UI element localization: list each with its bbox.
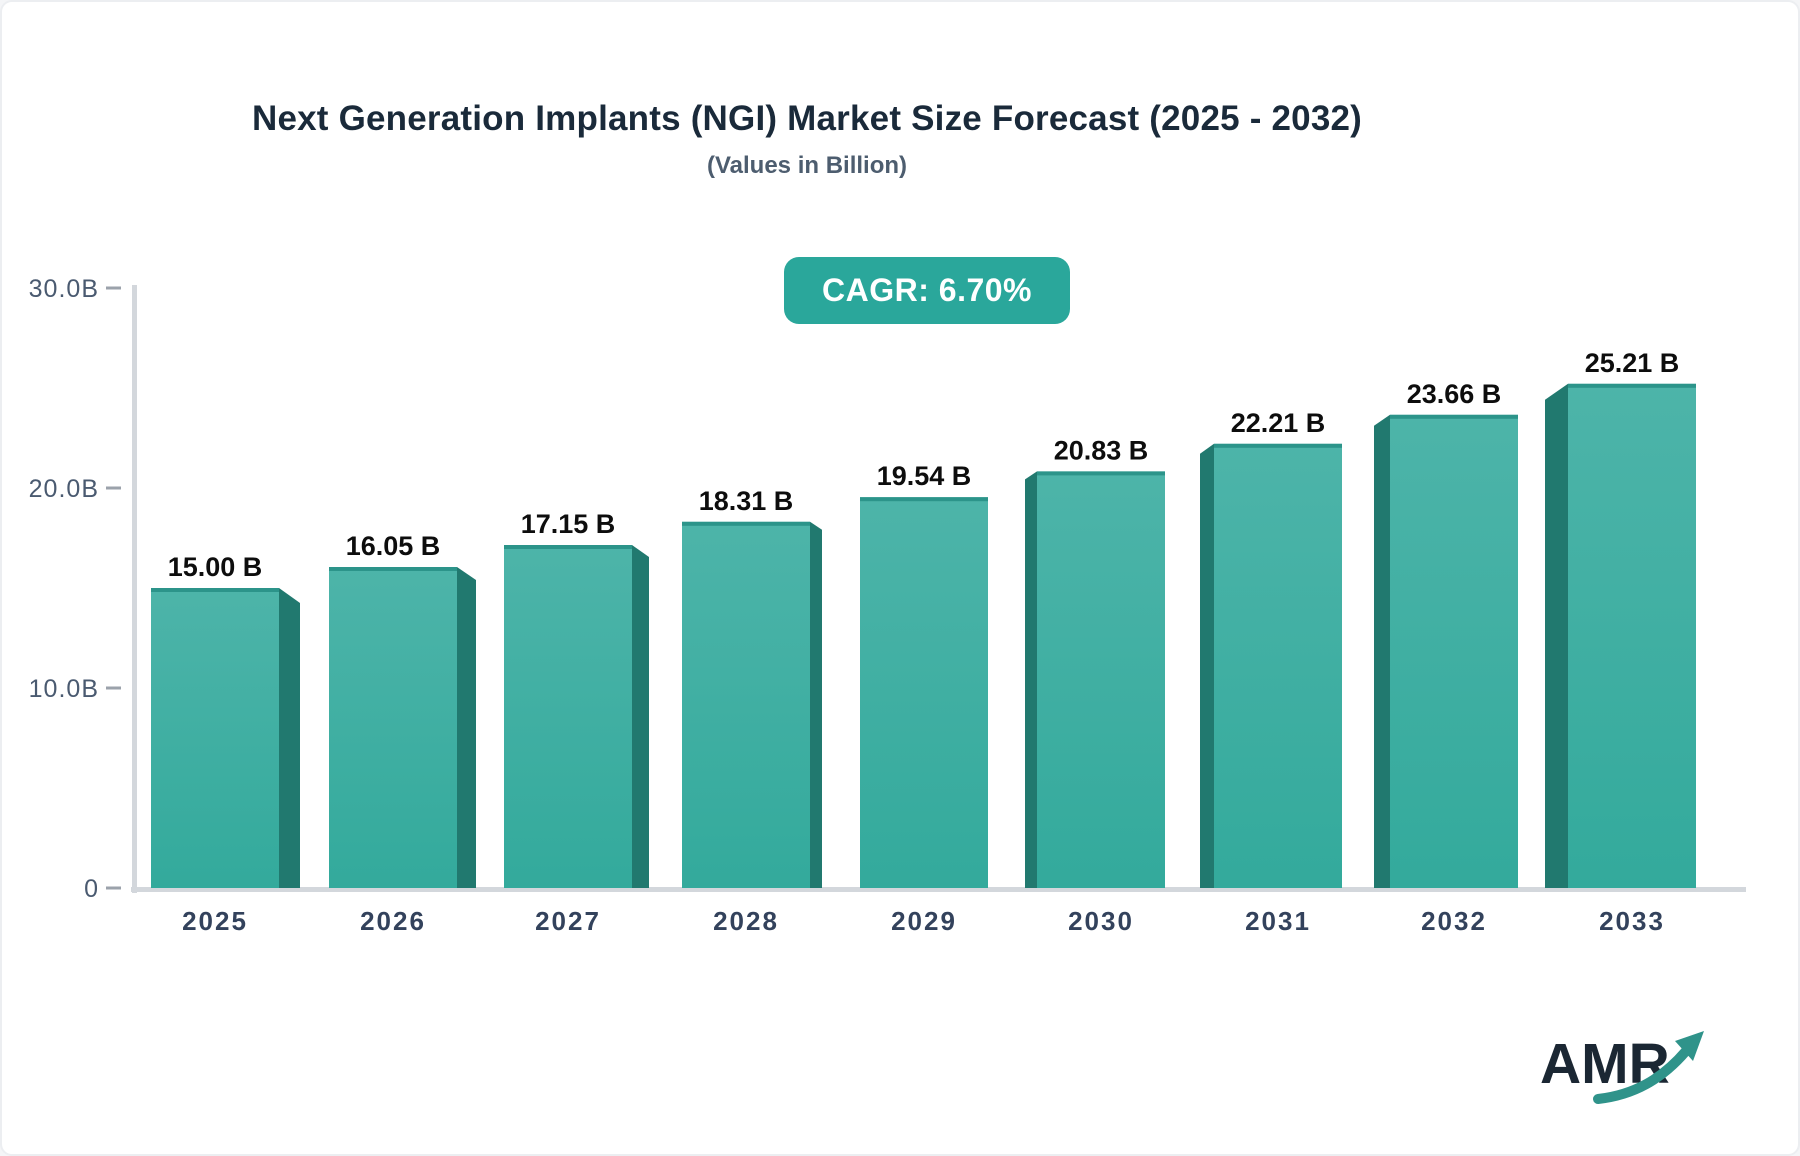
bar-2027 [504,545,632,888]
value-label-2025: 15.00 B [168,552,263,582]
bar-top-edge-2030 [1037,471,1165,476]
value-label-2032: 23.66 B [1407,379,1502,409]
chart-title: Next Generation Implants (NGI) Market Si… [251,99,1363,138]
y-tick-label: 30.0B [29,275,99,303]
bar-2025 [151,588,279,888]
bar-2026 [329,567,457,888]
bar-side-face-2030 [1025,471,1037,888]
value-label-2028: 18.31 B [699,486,794,516]
amr-logo-arrowhead [1675,1031,1704,1061]
bar-2033 [1568,383,1696,888]
bar-2028 [682,521,810,888]
chart-subtitle: (Values in Billion) [706,152,908,179]
value-label-2033: 25.21 B [1585,348,1680,378]
bar-top-edge-2033 [1568,383,1696,388]
x-axis-label-2032: 2032 [1421,906,1487,936]
bar-2031 [1214,443,1342,888]
bar-side-face-2025 [279,588,300,888]
bar-side-face-2027 [632,545,649,888]
amr-logo-arrow [1593,1046,1691,1104]
bar-2032 [1390,414,1518,888]
bar-side-face-2033 [1545,383,1568,888]
bar-top-edge-2028 [682,521,810,526]
x-axis-label-2029: 2029 [891,906,957,936]
y-tick-label: 10.0B [29,675,99,703]
bar-side-face-2031 [1200,443,1214,888]
bar-side-face-2028 [810,521,822,888]
y-tick-label: 20.0B [29,475,99,503]
amr-logo: AMR [1540,1031,1704,1104]
value-label-2027: 17.15 B [521,509,616,539]
x-axis-label-2030: 2030 [1068,906,1134,936]
y-tick-label: 0 [84,875,99,903]
bar-2030 [1037,471,1165,888]
x-axis-label-2026: 2026 [360,906,426,936]
x-axis-label-2027: 2027 [535,906,601,936]
cagr-badge: CAGR: 6.70% [784,257,1070,324]
x-axis-label-2025: 2025 [182,906,248,936]
value-label-2029: 19.54 B [877,461,972,491]
x-axis-label-2033: 2033 [1599,906,1665,936]
value-label-2030: 20.83 B [1054,435,1149,465]
value-label-2031: 22.21 B [1231,408,1326,438]
x-axis-label-2031: 2031 [1245,906,1311,936]
x-axis-label-2028: 2028 [713,906,779,936]
bar-2029 [860,497,988,888]
bar-top-edge-2026 [329,567,457,571]
bar-top-edge-2032 [1390,414,1518,419]
bar-top-edge-2027 [504,545,632,549]
value-label-2026: 16.05 B [346,531,441,561]
bar-top-edge-2031 [1214,443,1342,448]
x-axis-line [131,887,1746,892]
bar-side-face-2026 [457,567,476,888]
bar-side-face-2032 [1374,414,1390,888]
bar-top-edge-2025 [151,588,279,592]
bar-top-edge-2029 [860,497,988,502]
y-axis-line [132,285,137,893]
